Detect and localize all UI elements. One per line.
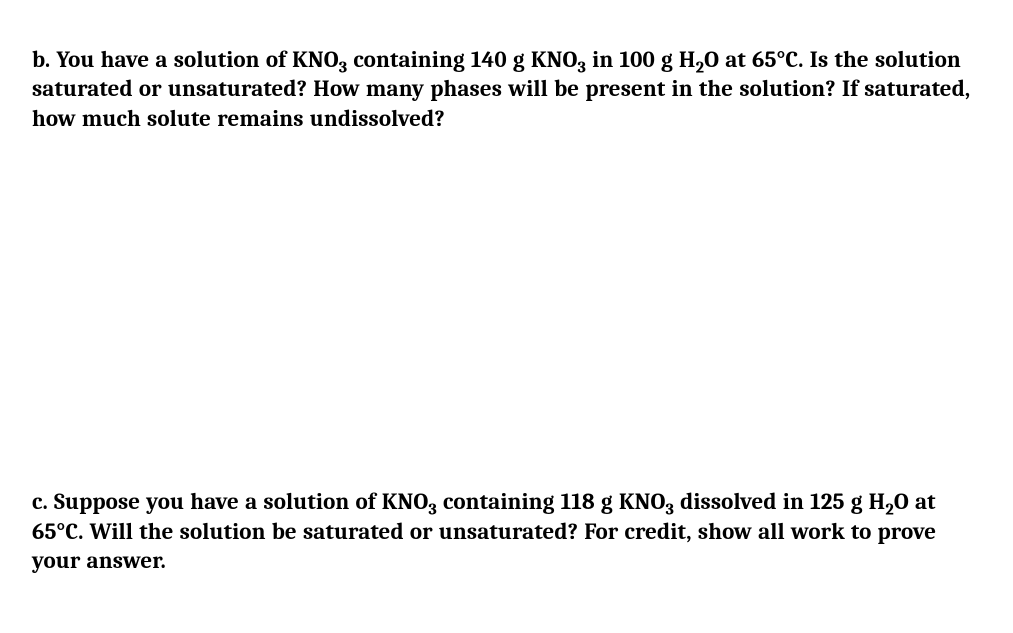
question-b-text-2: containing 140 g KNO <box>347 46 577 73</box>
question-b-text-1: You have a solution of KNO <box>50 46 338 73</box>
question-b: b. You have a solution of KNO3 containin… <box>32 45 985 133</box>
question-b-label: b. <box>32 46 50 73</box>
page: b. You have a solution of KNO3 containin… <box>0 0 1013 633</box>
question-c: c. Suppose you have a solution of KNO3 c… <box>32 487 985 575</box>
question-c-text-3: dissolved in 125 g H <box>674 488 885 515</box>
question-c-text-2: containing 118 g KNO <box>437 488 666 515</box>
question-c-text-1: Suppose you have a solution of KNO <box>48 488 429 515</box>
question-b-text-3: in 100 g H <box>586 46 696 73</box>
question-c-label: c. <box>32 488 48 515</box>
